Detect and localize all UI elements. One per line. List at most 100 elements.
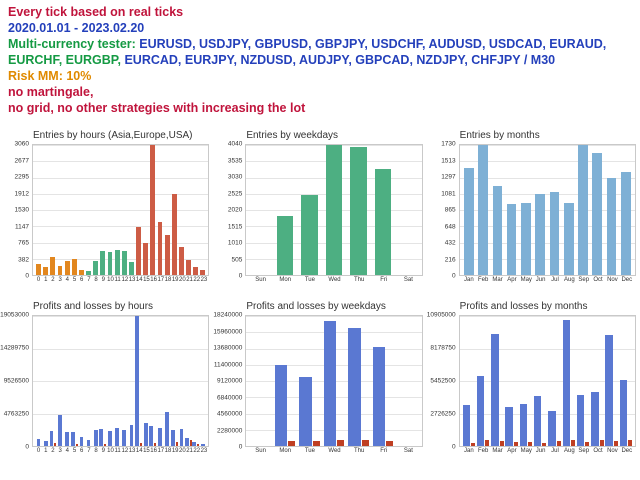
y-tick-label: 2295	[14, 173, 29, 181]
bar	[78, 269, 84, 275]
gridline	[459, 258, 635, 260]
bar-slot	[92, 316, 99, 446]
header-text-segment: no grid, no other strategies with increa…	[8, 101, 306, 115]
header-text-segment: EURCHF, EURGBP,	[8, 53, 121, 67]
bar-slot	[35, 145, 42, 275]
chart-body: 4040 3535 3030 2525 2020 1515 1010 505 0	[215, 141, 423, 280]
x-tick-label: Sat	[403, 448, 413, 454]
x-tick-label: 15	[143, 448, 150, 454]
gridline	[459, 242, 635, 244]
x-tick-label: Nov	[607, 277, 618, 283]
y-tick-label: 1513	[441, 157, 456, 165]
chart-body: 18240000 15960000 13680000 11400000 9120000 6…	[213, 312, 423, 451]
losses-bar	[197, 443, 199, 446]
bar	[64, 260, 70, 275]
profits-bar	[122, 429, 127, 446]
losses-bar	[485, 440, 490, 446]
bar-slot	[128, 145, 135, 275]
bar-slot	[178, 145, 185, 275]
profits-bar	[179, 428, 184, 446]
x-tick-label: Sep	[578, 277, 590, 283]
bar	[136, 226, 141, 275]
losses-bar	[499, 441, 504, 446]
y-tick-label: 216	[444, 256, 456, 264]
chart-body: 1730 1513 1297 1081 865 648 432 216 0	[429, 141, 636, 280]
losses-bar	[386, 441, 394, 446]
profits-bar	[534, 395, 542, 446]
bar-slot	[78, 145, 85, 275]
header-line: 2020.01.01 - 2023.02.20	[8, 20, 632, 36]
bar-slot	[476, 316, 490, 446]
chart-entries-by-months: Entries by months 1730 1513 1297 1081 865 648…	[429, 130, 636, 283]
profits-bar	[165, 411, 169, 446]
y-tick-label: 1912	[14, 190, 29, 198]
bar-slot	[490, 316, 504, 446]
x-tick-label: 3	[58, 448, 62, 454]
profits-bar	[372, 346, 386, 446]
x-tick-label: 12	[121, 448, 129, 454]
bar	[621, 172, 631, 275]
bar-slot	[395, 145, 419, 275]
bar-slot	[322, 316, 346, 446]
y-tick-label: 19053000	[0, 311, 29, 319]
x-tick-label: Mar	[492, 448, 503, 454]
bar-slot	[346, 316, 370, 446]
bar	[157, 221, 163, 275]
y-tick-label: 9526500	[3, 377, 29, 385]
bar-slot	[56, 316, 63, 446]
y-axis-labels: 10905000 8178750 5452500 2726250 0	[427, 312, 459, 451]
bar-slot	[121, 316, 128, 446]
profits-bar	[58, 414, 62, 446]
x-tick-label: 23	[200, 277, 208, 283]
x-tick-label: 2	[51, 448, 55, 454]
x-axis-labels: Sun Mon Tue Wed Thu Fri Sat	[246, 277, 422, 283]
gridline	[459, 413, 635, 415]
profits-bar	[170, 430, 175, 446]
x-tick-label: 19	[171, 277, 179, 283]
y-tick-label: 2525	[227, 190, 243, 197]
y-axis-labels: 3060 2677 2295 1912 1530 1147 765 382 0	[2, 141, 32, 280]
profits-bar	[108, 431, 112, 446]
x-tick-label: 21	[186, 448, 193, 454]
bar-slot	[576, 145, 590, 275]
losses-bar	[613, 441, 618, 446]
bar-slot	[135, 316, 142, 446]
header-line: no martingale,	[8, 84, 632, 100]
y-tick-label: 9120000	[217, 377, 243, 385]
chart-title: Entries by months	[459, 130, 540, 141]
bar	[549, 192, 560, 275]
bar-slot	[273, 145, 297, 275]
x-tick-label: Mon	[279, 448, 292, 454]
bar	[186, 260, 191, 275]
profits-bar	[576, 394, 585, 446]
bar-slot	[462, 145, 476, 275]
y-tick-label: 0	[452, 272, 456, 280]
chart-body: 3060 2677 2295 1912 1530 1147 765 382 0	[2, 141, 210, 280]
x-tick-label: 8	[94, 448, 98, 454]
profits-bar	[143, 423, 148, 446]
profits-bar	[462, 405, 471, 446]
x-tick-label: 13	[128, 277, 136, 283]
bar	[150, 145, 156, 275]
bar-slot	[533, 145, 547, 275]
y-tick-label: 0	[238, 443, 243, 451]
y-tick-label: 0	[25, 443, 29, 451]
y-tick-label: 6840000	[217, 394, 243, 401]
bar	[178, 246, 184, 275]
bars	[246, 316, 421, 446]
profits-bar	[476, 375, 485, 446]
y-axis-labels: 18240000 15960000 13680000 11400000 9120000 6…	[213, 312, 245, 451]
profits-bar	[158, 427, 162, 446]
chart-title: Profits and losses by weekdays	[246, 301, 386, 312]
y-tick-label: 865	[444, 206, 456, 214]
bar-slot	[371, 316, 395, 446]
x-tick-label: 22	[193, 277, 201, 283]
chart-body: 19053000 14289750 9526500 4763250 0	[0, 311, 210, 451]
bar-slot	[192, 145, 199, 275]
bar	[506, 204, 517, 275]
losses-bar	[75, 443, 78, 446]
x-tick-label: 7	[87, 277, 91, 283]
x-tick-label: Feb	[478, 448, 489, 454]
profits-bar	[323, 320, 337, 446]
x-tick-label: Sun	[255, 448, 266, 454]
